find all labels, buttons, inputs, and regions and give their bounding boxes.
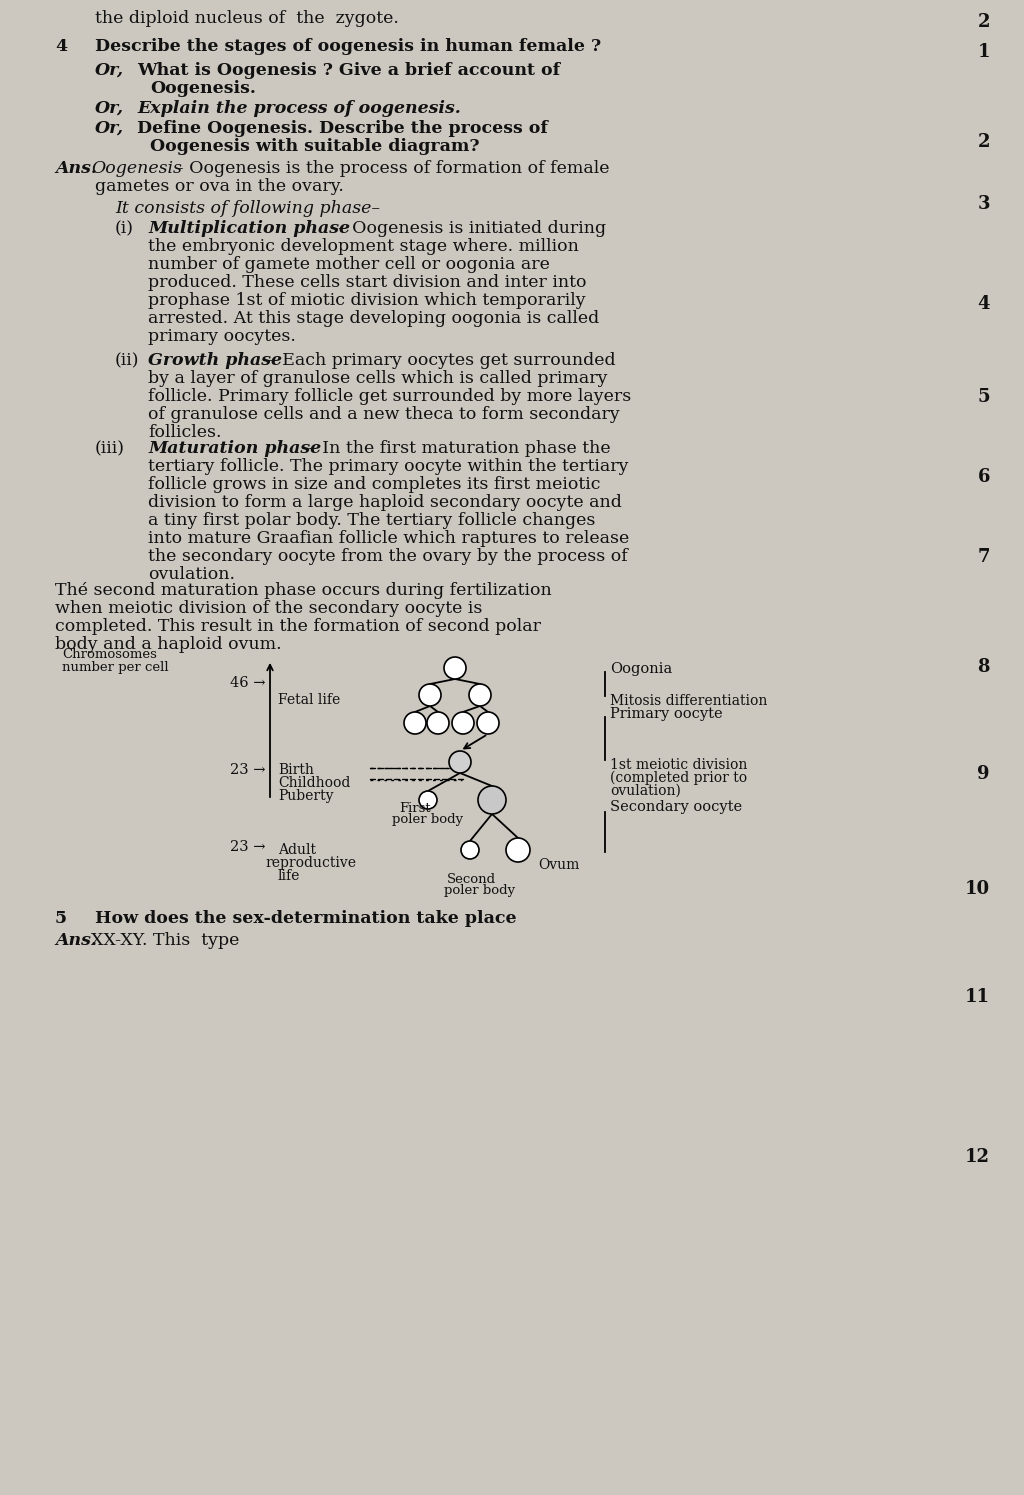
- Circle shape: [461, 842, 479, 860]
- Circle shape: [469, 685, 490, 706]
- Text: It consists of following phase–: It consists of following phase–: [115, 200, 380, 217]
- Text: Or,: Or,: [95, 120, 124, 138]
- Text: prophase 1st of miotic division which temporarily: prophase 1st of miotic division which te…: [148, 292, 586, 309]
- Text: 11: 11: [965, 988, 990, 1006]
- Text: How does the sex-determination take place: How does the sex-determination take plac…: [95, 910, 517, 927]
- Text: 4: 4: [978, 295, 990, 312]
- Circle shape: [506, 839, 530, 863]
- Text: into mature Graafian follicle which raptures to release: into mature Graafian follicle which rapt…: [148, 531, 630, 547]
- Text: ovulation): ovulation): [610, 783, 681, 798]
- Text: Describe the stages of oogenesis in human female ?: Describe the stages of oogenesis in huma…: [95, 37, 601, 55]
- Text: – Each primary oocytes get surrounded: – Each primary oocytes get surrounded: [268, 351, 615, 369]
- Text: arrested. At this stage developing oogonia is called: arrested. At this stage developing oogon…: [148, 309, 599, 327]
- Text: XX-XY. This  type: XX-XY. This type: [91, 931, 240, 949]
- Text: produced. These cells start division and inter into: produced. These cells start division and…: [148, 274, 587, 292]
- Text: life: life: [278, 869, 300, 884]
- Text: Oogenesis: Oogenesis: [91, 160, 182, 176]
- Text: the secondary oocyte from the ovary by the process of: the secondary oocyte from the ovary by t…: [148, 549, 628, 565]
- Text: Puberty: Puberty: [278, 789, 334, 803]
- Circle shape: [419, 791, 437, 809]
- Text: Childhood: Childhood: [278, 776, 350, 789]
- Text: First: First: [399, 801, 431, 815]
- Text: Oogenesis.: Oogenesis.: [150, 81, 256, 97]
- Text: Thé second maturation phase occurs during fertilization: Thé second maturation phase occurs duri…: [55, 582, 552, 599]
- Circle shape: [419, 685, 441, 706]
- Text: Fetal life: Fetal life: [278, 694, 340, 707]
- Text: What is Oogenesis ? Give a brief account of: What is Oogenesis ? Give a brief account…: [137, 61, 560, 79]
- Text: Adult: Adult: [278, 843, 316, 857]
- Text: Chromosomes: Chromosomes: [62, 647, 157, 661]
- Text: gametes or ova in the ovary.: gametes or ova in the ovary.: [95, 178, 344, 194]
- Text: Or,: Or,: [95, 61, 124, 79]
- Text: poler body: poler body: [444, 884, 515, 897]
- Text: Mitosis differentiation: Mitosis differentiation: [610, 694, 767, 709]
- Text: of granulose cells and a new theca to form secondary: of granulose cells and a new theca to fo…: [148, 407, 620, 423]
- Text: 23 →: 23 →: [230, 762, 265, 777]
- Text: a tiny first polar body. The tertiary follicle changes: a tiny first polar body. The tertiary fo…: [148, 511, 595, 529]
- Circle shape: [452, 712, 474, 734]
- Text: (ii): (ii): [115, 351, 139, 369]
- Text: Secondary oocyte: Secondary oocyte: [610, 800, 742, 813]
- Text: 10: 10: [965, 881, 990, 898]
- Text: Growth phase: Growth phase: [148, 351, 282, 369]
- Text: follicles.: follicles.: [148, 425, 221, 441]
- Text: division to form a large haploid secondary oocyte and: division to form a large haploid seconda…: [148, 493, 622, 511]
- Text: 5: 5: [977, 389, 990, 407]
- Text: Primary oocyte: Primary oocyte: [610, 707, 723, 721]
- Text: – Oogenesis is initiated during: – Oogenesis is initiated during: [338, 220, 606, 238]
- Text: Second: Second: [447, 873, 496, 887]
- Text: number of gamete mother cell or oogonia are: number of gamete mother cell or oogonia …: [148, 256, 550, 274]
- Text: Explain the process of oogenesis.: Explain the process of oogenesis.: [137, 100, 461, 117]
- Text: (i): (i): [115, 220, 134, 238]
- Text: (completed prior to: (completed prior to: [610, 771, 748, 785]
- Text: 4: 4: [55, 37, 68, 55]
- Circle shape: [444, 656, 466, 679]
- Text: Ans.: Ans.: [55, 931, 97, 949]
- Text: 23 →: 23 →: [230, 840, 265, 854]
- Text: 12: 12: [965, 1148, 990, 1166]
- Circle shape: [427, 712, 449, 734]
- Text: the diploid nucleus of  the  zygote.: the diploid nucleus of the zygote.: [95, 10, 399, 27]
- Text: reproductive: reproductive: [265, 857, 356, 870]
- Text: 9: 9: [978, 765, 990, 783]
- Text: Ovum: Ovum: [538, 858, 580, 872]
- Text: – Oogenesis is the process of formation of female: – Oogenesis is the process of formation …: [175, 160, 609, 176]
- Text: by a layer of granulose cells which is called primary: by a layer of granulose cells which is c…: [148, 369, 607, 387]
- Text: primary oocytes.: primary oocytes.: [148, 327, 296, 345]
- Text: when meiotic division of the secondary oocyte is: when meiotic division of the secondary o…: [55, 599, 482, 617]
- Text: 46 →: 46 →: [230, 676, 265, 691]
- Text: 7: 7: [978, 549, 990, 567]
- Text: the embryonic development stage where. million: the embryonic development stage where. m…: [148, 238, 579, 256]
- Text: body and a haploid ovum.: body and a haploid ovum.: [55, 635, 282, 653]
- Circle shape: [478, 786, 506, 813]
- Text: 2: 2: [978, 133, 990, 151]
- Text: Oogenesis with suitable diagram?: Oogenesis with suitable diagram?: [150, 138, 479, 155]
- Text: Multiplication phase: Multiplication phase: [148, 220, 350, 238]
- Text: number per cell: number per cell: [62, 661, 169, 674]
- Text: Or,: Or,: [95, 100, 124, 117]
- Text: 1: 1: [978, 43, 990, 61]
- Text: 1st meiotic division: 1st meiotic division: [610, 758, 748, 771]
- Text: Maturation phase: Maturation phase: [148, 440, 322, 457]
- Text: – In the first maturation phase the: – In the first maturation phase the: [308, 440, 610, 457]
- Text: follicle grows in size and completes its first meiotic: follicle grows in size and completes its…: [148, 475, 600, 493]
- Text: poler body: poler body: [392, 813, 463, 827]
- Text: 8: 8: [978, 658, 990, 676]
- Text: 2: 2: [978, 13, 990, 31]
- Circle shape: [449, 750, 471, 773]
- Text: ovulation.: ovulation.: [148, 567, 234, 583]
- Text: Oogonia: Oogonia: [610, 662, 672, 676]
- Text: tertiary follicle. The primary oocyte within the tertiary: tertiary follicle. The primary oocyte wi…: [148, 457, 629, 475]
- Circle shape: [477, 712, 499, 734]
- Text: completed. This result in the formation of second polar: completed. This result in the formation …: [55, 617, 541, 635]
- Text: Ans.: Ans.: [55, 160, 97, 176]
- Text: 3: 3: [978, 194, 990, 212]
- Text: (iii): (iii): [95, 440, 125, 457]
- Text: 6: 6: [978, 468, 990, 486]
- Text: 5: 5: [55, 910, 68, 927]
- Circle shape: [404, 712, 426, 734]
- Text: Birth: Birth: [278, 762, 314, 777]
- Text: Define Oogenesis. Describe the process of: Define Oogenesis. Describe the process o…: [137, 120, 548, 138]
- Text: follicle. Primary follicle get surrounded by more layers: follicle. Primary follicle get surrounde…: [148, 389, 631, 405]
